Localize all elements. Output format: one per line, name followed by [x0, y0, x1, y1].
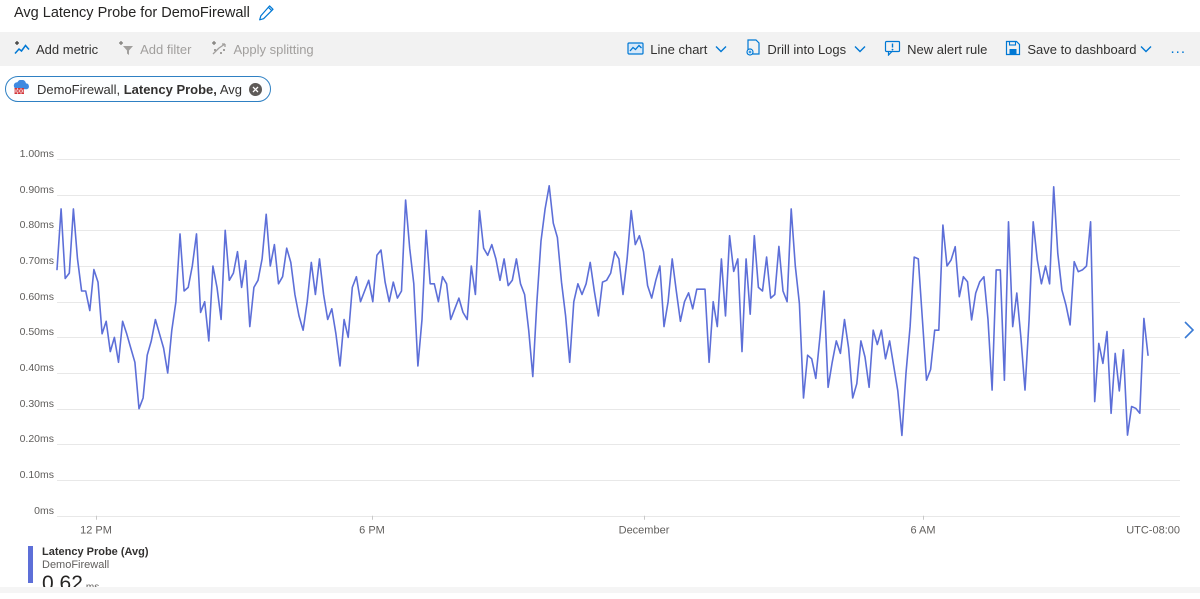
add-metric-icon — [14, 40, 30, 59]
apply-splitting-label: Apply splitting — [233, 41, 314, 57]
pill-metric: Latency Probe, — [123, 81, 217, 97]
page-title: Avg Latency Probe for DemoFirewall — [14, 4, 250, 21]
metric-pill-row: DemoFirewall, Latency Probe, Avg — [5, 76, 271, 102]
y-axis-tick-label: 1.00ms — [20, 148, 54, 160]
next-time-range-button[interactable] — [1183, 319, 1197, 341]
legend-value: 0.62ms — [42, 572, 149, 599]
drill-into-logs-icon — [745, 39, 761, 59]
drill-into-logs-chevron-down-icon — [854, 45, 866, 53]
y-axis-tick-label: 0.50ms — [20, 326, 54, 338]
bottom-scroll-strip — [0, 587, 1200, 593]
add-metric-label: Add metric — [36, 41, 99, 57]
y-axis-tick-label: 0.90ms — [20, 184, 54, 196]
y-axis-tick-label: 0ms — [34, 505, 54, 517]
chart-title-row: Avg Latency Probe for DemoFirewall — [14, 4, 275, 21]
x-axis-tick-label: 12 PM — [80, 525, 112, 537]
metrics-toolbar: Add metric Add filter Apply — [0, 32, 1200, 66]
new-alert-rule-icon — [884, 40, 901, 59]
add-filter-button[interactable]: Add filter — [118, 40, 191, 59]
line-chart-chevron-down-icon — [715, 45, 727, 53]
add-filter-icon — [118, 40, 134, 59]
apply-splitting-button[interactable]: Apply splitting — [211, 40, 314, 59]
y-axis-tick-label: 0.20ms — [20, 433, 54, 445]
save-to-dashboard-icon — [1005, 40, 1021, 59]
y-axis-tick-label: 0.60ms — [20, 291, 54, 303]
edit-title-pencil-icon[interactable] — [258, 4, 275, 21]
toolbar-overflow-button[interactable]: ... — [1170, 41, 1186, 56]
new-alert-rule-button[interactable]: New alert rule — [884, 40, 987, 59]
add-metric-button[interactable]: Add metric — [14, 40, 98, 59]
line-chart-label: Line chart — [650, 41, 708, 57]
toolbar-left-group: Add metric Add filter Apply — [14, 40, 334, 59]
toolbar-right-group: Line chart Drill into Logs — [609, 39, 1186, 59]
chevron-right-icon — [1184, 321, 1195, 339]
line-chart-icon — [627, 40, 644, 59]
pill-aggregation: Avg — [219, 81, 242, 97]
apply-splitting-icon — [211, 40, 227, 59]
latency-line-chart[interactable]: 0ms 0.10ms 0.20ms 0.30ms 0.40ms 0.50ms 0.60ms 0… — [0, 140, 1200, 552]
latency-series-line — [56, 184, 1149, 437]
pill-resource: DemoFirewall, — [37, 81, 121, 97]
chart-canvas: 0ms 0.10ms 0.20ms 0.30ms 0.40ms 0.50ms 0.60ms 0… — [20, 148, 1180, 537]
y-axis-tick-label: 0.80ms — [20, 219, 54, 231]
pill-text: DemoFirewall, Latency Probe, Avg — [37, 82, 242, 97]
toolbar-overflow-label: ... — [1170, 40, 1186, 57]
save-to-dashboard-label: Save to dashboard — [1027, 41, 1137, 57]
x-axis-tick-label: 6 PM — [359, 525, 385, 537]
add-filter-label: Add filter — [140, 41, 192, 57]
legend-metric-name: Latency Probe (Avg) — [42, 546, 149, 558]
legend-color-bar — [28, 546, 33, 583]
remove-metric-close-icon[interactable] — [248, 82, 263, 97]
save-to-dashboard-chevron-down-icon — [1140, 45, 1152, 53]
x-axis-tick-label: 6 AM — [910, 525, 935, 537]
save-to-dashboard-button[interactable]: Save to dashboard — [1005, 40, 1152, 59]
legend-resource-name: DemoFirewall — [42, 559, 110, 571]
timezone-label: UTC-08:00 — [1126, 525, 1180, 537]
y-axis-tick-label: 0.10ms — [20, 469, 54, 481]
x-axis-tick-label: December — [619, 525, 670, 537]
drill-into-logs-button[interactable]: Drill into Logs — [745, 39, 866, 59]
y-axis-tick-label: 0.30ms — [20, 398, 54, 410]
metric-pill[interactable]: DemoFirewall, Latency Probe, Avg — [5, 76, 271, 102]
y-axis-tick-label: 0.40ms — [20, 362, 54, 374]
line-chart-button[interactable]: Line chart — [627, 40, 727, 59]
firewall-resource-icon — [13, 79, 31, 98]
drill-into-logs-label: Drill into Logs — [767, 41, 847, 57]
new-alert-rule-label: New alert rule — [907, 41, 988, 57]
y-axis-tick-label: 0.70ms — [20, 255, 54, 267]
